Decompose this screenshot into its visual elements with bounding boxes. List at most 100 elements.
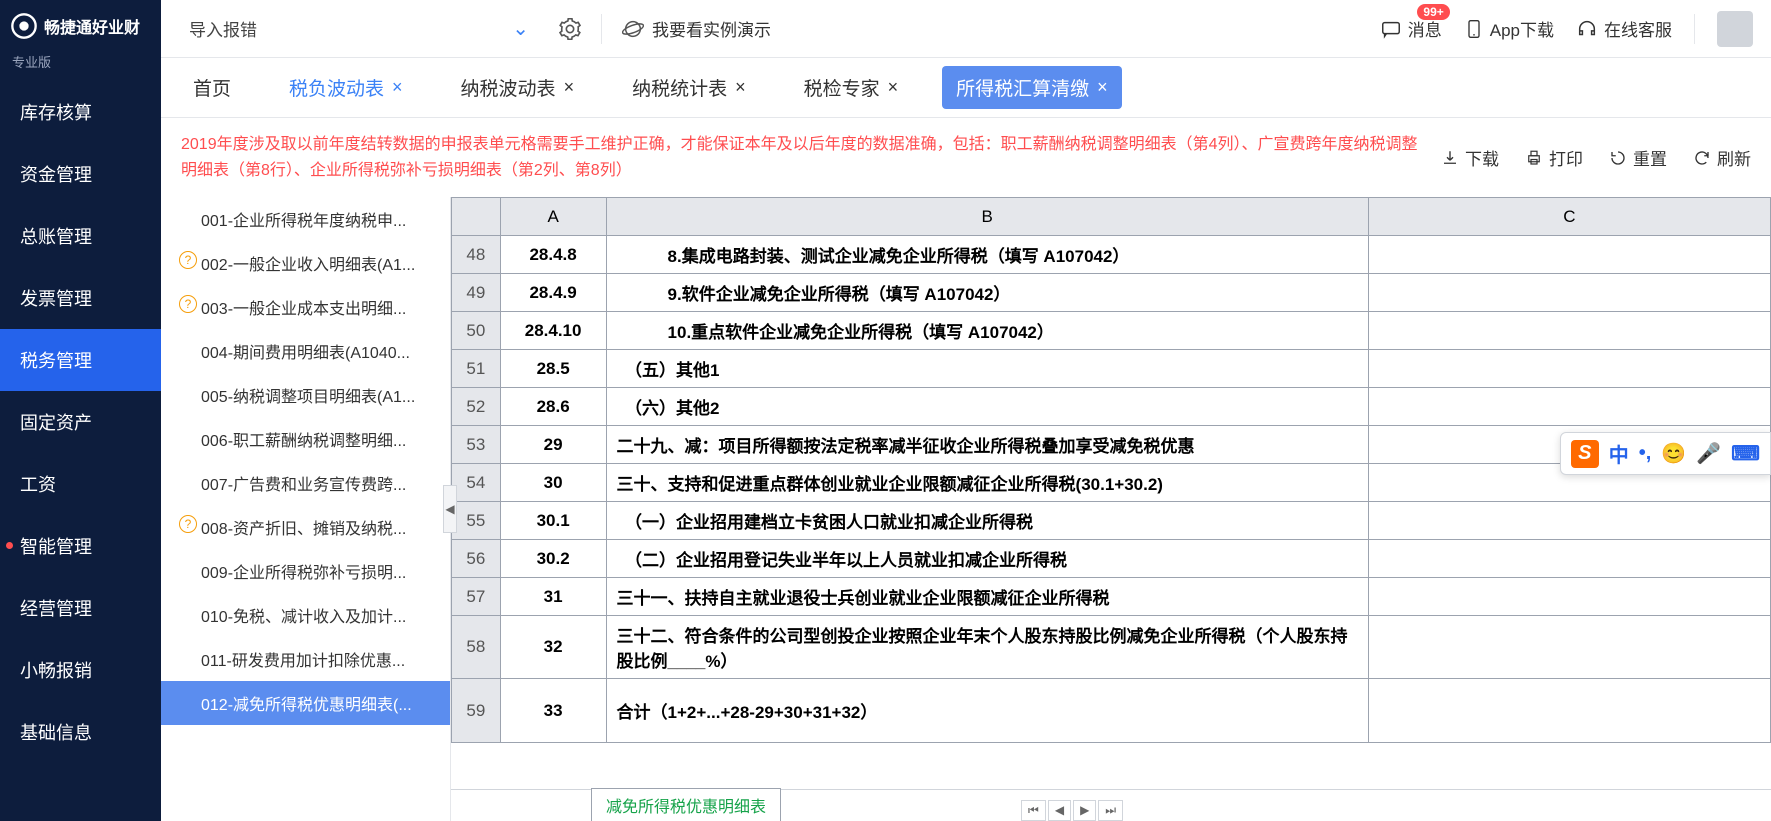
- row-head[interactable]: 57: [452, 578, 501, 616]
- cell-a[interactable]: 31: [500, 578, 606, 616]
- tree-item-7[interactable]: 008-资产折旧、摊销及纳税...: [161, 505, 450, 549]
- ime-punct-icon[interactable]: •,: [1639, 442, 1652, 465]
- demo-link[interactable]: 我要看实例演示: [622, 16, 771, 41]
- tab-0[interactable]: 首页: [179, 66, 245, 109]
- cell-b[interactable]: 二十九、减：项目所得额按法定税率减半征收企业所得税叠加享受减免税优惠: [606, 426, 1368, 464]
- reset-button[interactable]: 重置: [1609, 145, 1667, 170]
- cell-c[interactable]: [1368, 388, 1770, 426]
- close-icon[interactable]: ×: [735, 77, 746, 98]
- tree-item-3[interactable]: 004-期间费用明细表(A1040...: [161, 329, 450, 373]
- gear-icon[interactable]: [559, 18, 581, 40]
- row-head[interactable]: 58: [452, 616, 501, 679]
- print-button[interactable]: 打印: [1525, 145, 1583, 170]
- cell-b[interactable]: 10.重点软件企业减免企业所得税（填写 A107042）: [606, 312, 1368, 350]
- cell-b[interactable]: 三十、支持和促进重点群体创业就业企业限额减征企业所得税(30.1+30.2): [606, 464, 1368, 502]
- cell-b[interactable]: （一）企业招用建档立卡贫困人口就业扣减企业所得税: [606, 502, 1368, 540]
- cell-a[interactable]: 28.5: [500, 350, 606, 388]
- cell-c[interactable]: [1368, 616, 1770, 679]
- sheet-nav-first[interactable]: ⏮: [1021, 800, 1046, 821]
- ime-bar[interactable]: S 中 •, 😊 🎤 ⌨: [1560, 432, 1771, 475]
- nav-item-2[interactable]: 总账管理: [0, 205, 161, 267]
- cell-a[interactable]: 30.2: [500, 540, 606, 578]
- tab-4[interactable]: 税检专家×: [790, 66, 913, 109]
- cell-a[interactable]: 33: [500, 679, 606, 743]
- tab-3[interactable]: 纳税统计表×: [618, 66, 760, 109]
- ime-emoji-icon[interactable]: 😊: [1661, 441, 1686, 466]
- sheet-nav-last[interactable]: ⏭: [1098, 800, 1123, 821]
- tab-1[interactable]: 税负波动表×: [275, 66, 417, 109]
- tree-item-9[interactable]: 010-免税、减计收入及加计...: [161, 593, 450, 637]
- ime-lang[interactable]: 中: [1609, 439, 1629, 468]
- cell-a[interactable]: 30.1: [500, 502, 606, 540]
- sheet-nav-prev[interactable]: ◀: [1048, 800, 1071, 821]
- sheet-tab-active[interactable]: 减免所得税优惠明细表: [591, 788, 781, 821]
- cell-b[interactable]: 三十二、符合条件的公司型创投企业按照企业年末个人股东持股比例减免企业所得税（个人…: [606, 616, 1368, 679]
- refresh-button[interactable]: 刷新: [1693, 145, 1751, 170]
- tree-item-10[interactable]: 011-研发费用加计扣除优惠...: [161, 637, 450, 681]
- tree-item-5[interactable]: 006-职工薪酬纳税调整明细...: [161, 417, 450, 461]
- cell-b[interactable]: 合计（1+2+...+28-29+30+31+32）: [606, 679, 1368, 743]
- tree-item-0[interactable]: 001-企业所得税年度纳税申...: [161, 197, 450, 241]
- tree-item-1[interactable]: 002-一般企业收入明细表(A1...: [161, 241, 450, 285]
- close-icon[interactable]: ×: [564, 77, 575, 98]
- cell-a[interactable]: 28.4.10: [500, 312, 606, 350]
- nav-item-5[interactable]: 固定资产: [0, 391, 161, 453]
- tab-2[interactable]: 纳税波动表×: [447, 66, 589, 109]
- sheet-grid[interactable]: A B C 4828.4.8 8.集成电路封装、测试企业减免企业所得税（填写 A…: [451, 197, 1771, 789]
- cell-a[interactable]: 28.4.8: [500, 236, 606, 274]
- tree-item-6[interactable]: 007-广告费和业务宣传费跨...: [161, 461, 450, 505]
- nav-item-3[interactable]: 发票管理: [0, 267, 161, 329]
- cell-c[interactable]: [1368, 274, 1770, 312]
- cell-c[interactable]: [1368, 679, 1770, 743]
- cell-c[interactable]: [1368, 312, 1770, 350]
- cell-b[interactable]: 三十一、扶持自主就业退役士兵创业就业企业限额减征企业所得税: [606, 578, 1368, 616]
- tab-5[interactable]: 所得税汇算清缴×: [942, 66, 1122, 109]
- nav-item-6[interactable]: 工资: [0, 453, 161, 515]
- row-head[interactable]: 52: [452, 388, 501, 426]
- col-head-b[interactable]: B: [606, 198, 1368, 236]
- app-download-button[interactable]: App下载: [1464, 16, 1554, 41]
- row-head[interactable]: 56: [452, 540, 501, 578]
- cell-b[interactable]: （五）其他1: [606, 350, 1368, 388]
- cell-a[interactable]: 32: [500, 616, 606, 679]
- nav-item-10[interactable]: 基础信息: [0, 701, 161, 763]
- online-service-button[interactable]: 在线客服: [1576, 16, 1672, 41]
- cell-b[interactable]: 9.软件企业减免企业所得税（填写 A107042）: [606, 274, 1368, 312]
- row-head[interactable]: 51: [452, 350, 501, 388]
- tree-item-4[interactable]: 005-纳税调整项目明细表(A1...: [161, 373, 450, 417]
- cell-a[interactable]: 28.4.9: [500, 274, 606, 312]
- cell-c[interactable]: [1368, 502, 1770, 540]
- nav-item-4[interactable]: 税务管理: [0, 329, 161, 391]
- close-icon[interactable]: ×: [888, 77, 899, 98]
- tree-item-2[interactable]: 003-一般企业成本支出明细...: [161, 285, 450, 329]
- cell-a[interactable]: 29: [500, 426, 606, 464]
- close-icon[interactable]: ×: [392, 77, 403, 98]
- tree-item-8[interactable]: 009-企业所得税弥补亏损明...: [161, 549, 450, 593]
- messages-button[interactable]: 消息 99+: [1380, 16, 1442, 41]
- nav-item-1[interactable]: 资金管理: [0, 143, 161, 205]
- collapse-handle[interactable]: ◀: [443, 485, 457, 533]
- cell-b[interactable]: 8.集成电路封装、测试企业减免企业所得税（填写 A107042）: [606, 236, 1368, 274]
- close-icon[interactable]: ×: [1097, 77, 1108, 98]
- download-button[interactable]: 下载: [1441, 145, 1499, 170]
- row-head[interactable]: 50: [452, 312, 501, 350]
- row-head[interactable]: 49: [452, 274, 501, 312]
- avatar[interactable]: [1717, 11, 1753, 47]
- cell-b[interactable]: （六）其他2: [606, 388, 1368, 426]
- col-head-c[interactable]: C: [1368, 198, 1770, 236]
- cell-a[interactable]: 28.6: [500, 388, 606, 426]
- row-head[interactable]: 55: [452, 502, 501, 540]
- nav-item-9[interactable]: 小畅报销: [0, 639, 161, 701]
- corner-cell[interactable]: [452, 198, 501, 236]
- nav-item-7[interactable]: 智能管理: [0, 515, 161, 577]
- nav-item-0[interactable]: 库存核算: [0, 81, 161, 143]
- row-head[interactable]: 54: [452, 464, 501, 502]
- col-head-a[interactable]: A: [500, 198, 606, 236]
- cell-c[interactable]: [1368, 236, 1770, 274]
- sheet-nav-next[interactable]: ▶: [1073, 800, 1096, 821]
- cell-b[interactable]: （二）企业招用登记失业半年以上人员就业扣减企业所得税: [606, 540, 1368, 578]
- ime-mic-icon[interactable]: 🎤: [1696, 441, 1721, 466]
- row-head[interactable]: 48: [452, 236, 501, 274]
- row-head[interactable]: 53: [452, 426, 501, 464]
- cell-c[interactable]: [1368, 350, 1770, 388]
